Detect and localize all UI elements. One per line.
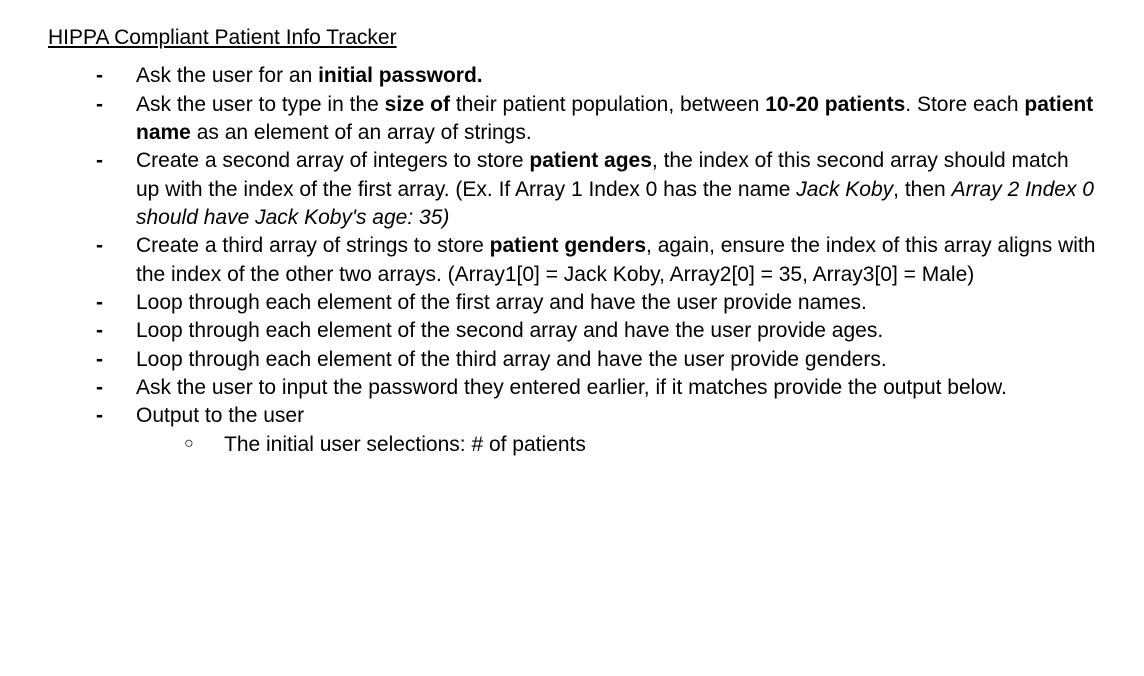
document-title: HIPPA Compliant Patient Info Tracker (48, 24, 1096, 52)
sub-list: ○ The initial user selections: # of pati… (184, 431, 1096, 459)
text: Output to the user (136, 404, 304, 427)
list-item: Output to the user ○ The initial user se… (96, 402, 1096, 459)
text: as an element of an array of strings. (191, 121, 532, 144)
bold-text: patient ages (529, 149, 652, 172)
text: Ask the user to input the password they … (136, 376, 1007, 399)
text: Loop through each element of the second … (136, 319, 883, 342)
text: Loop through each element of the first a… (136, 291, 867, 314)
list-item: Loop through each element of the first a… (96, 289, 1096, 317)
document-page: HIPPA Compliant Patient Info Tracker Ask… (0, 0, 1144, 483)
bold-text: 10-20 patients (765, 93, 905, 116)
list-item: Create a third array of strings to store… (96, 232, 1096, 289)
text: , then (893, 178, 951, 201)
list-item: Ask the user to input the password they … (96, 374, 1096, 402)
list-item: Ask the user for an initial password. (96, 62, 1096, 90)
list-item: Create a second array of integers to sto… (96, 147, 1096, 232)
text: The initial user selections: # of patien… (224, 433, 586, 456)
bold-text: size of (385, 93, 450, 116)
text: . Store each (905, 93, 1024, 116)
text: Ask the user to type in the (136, 93, 385, 116)
circle-bullet-icon: ○ (184, 433, 194, 455)
list-item: Loop through each element of the second … (96, 317, 1096, 345)
text: Create a second array of integers to sto… (136, 149, 529, 172)
sub-list-item: ○ The initial user selections: # of pati… (184, 431, 1096, 459)
list-item: Loop through each element of the third a… (96, 346, 1096, 374)
text: Loop through each element of the third a… (136, 348, 887, 371)
bullet-list: Ask the user for an initial password. As… (96, 62, 1096, 459)
list-item: Ask the user to type in the size of thei… (96, 91, 1096, 148)
bold-text: patient genders (490, 234, 646, 257)
text: Ask the user for an (136, 64, 318, 87)
text: their patient population, between (450, 93, 765, 116)
italic-text: Jack Koby (796, 178, 893, 201)
text: Create a third array of strings to store (136, 234, 490, 257)
bold-text: initial password. (318, 64, 483, 87)
